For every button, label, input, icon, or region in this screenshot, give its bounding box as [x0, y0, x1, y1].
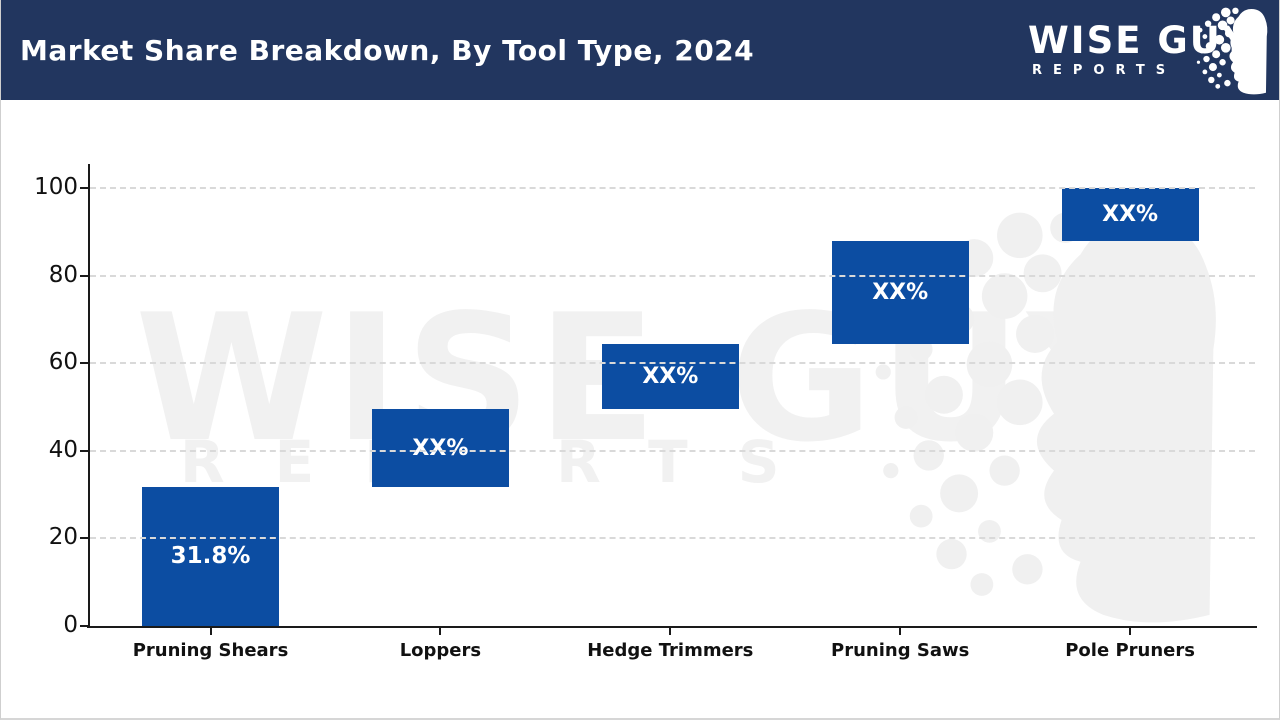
bar-pole-pruners: XX% — [1061, 188, 1199, 241]
gridline-60 — [90, 362, 1255, 365]
bar-value-label: XX% — [642, 363, 699, 389]
x-category-label-loppers: Loppers — [399, 640, 482, 661]
y-axis-line — [88, 164, 90, 628]
x-axis-line — [87, 626, 1257, 628]
dotted-face-profile-icon — [1188, 6, 1270, 96]
header-banner: Market Share Breakdown, By Tool Type, 20… — [0, 0, 1280, 100]
y-tick-label-20: 20 — [48, 524, 78, 551]
x-category-label-pruning-saws: Pruning Saws — [831, 640, 970, 661]
x-category-label-pruning-shears: Pruning Shears — [132, 640, 289, 661]
x-tick-mark — [1129, 628, 1132, 635]
bar-value-label: 31.8% — [170, 543, 251, 570]
y-tick-mark — [80, 449, 89, 452]
y-tick-mark — [80, 362, 89, 365]
gridline-20 — [90, 537, 1255, 540]
bar-hedge-trimmers: XX% — [601, 343, 739, 410]
x-category-label-pole-pruners: Pole Pruners — [1065, 640, 1195, 661]
bar-value-label: XX% — [412, 435, 469, 461]
bar-pruning-shears: 31.8% — [142, 486, 279, 626]
gridline-80 — [90, 274, 1255, 277]
y-tick-mark — [80, 537, 89, 540]
bar-loppers: XX% — [371, 409, 509, 487]
page-title: Market Share Breakdown, By Tool Type, 20… — [20, 33, 755, 67]
plot-area: 31.8% XX% XX% XX% XX% — [90, 166, 1255, 626]
bar-value-label: XX% — [1102, 202, 1159, 227]
y-tick-mark — [80, 625, 89, 627]
bar-pruning-saws: XX% — [831, 240, 969, 344]
gridline-40 — [90, 449, 1255, 452]
y-tick-label-80: 80 — [48, 261, 78, 288]
logo-sub-text: REPORTS — [1032, 63, 1177, 78]
y-tick-label-100: 100 — [34, 174, 78, 201]
y-tick-label-60: 60 — [48, 349, 78, 376]
y-tick-label-0: 0 — [63, 612, 78, 638]
x-tick-mark — [899, 628, 902, 635]
bar-value-label: XX% — [872, 279, 929, 305]
y-tick-mark — [80, 274, 89, 277]
y-tick-mark — [80, 187, 89, 190]
x-tick-mark — [669, 628, 672, 635]
y-tick-label-40: 40 — [48, 436, 78, 463]
x-tick-mark — [209, 628, 212, 635]
x-tick-mark — [439, 628, 442, 635]
gridline-100 — [90, 187, 1255, 190]
wise-guy-reports-logo: WISE GUY REPORTS — [1020, 0, 1270, 100]
x-category-label-hedge-trimmers: Hedge Trimmers — [587, 640, 754, 661]
